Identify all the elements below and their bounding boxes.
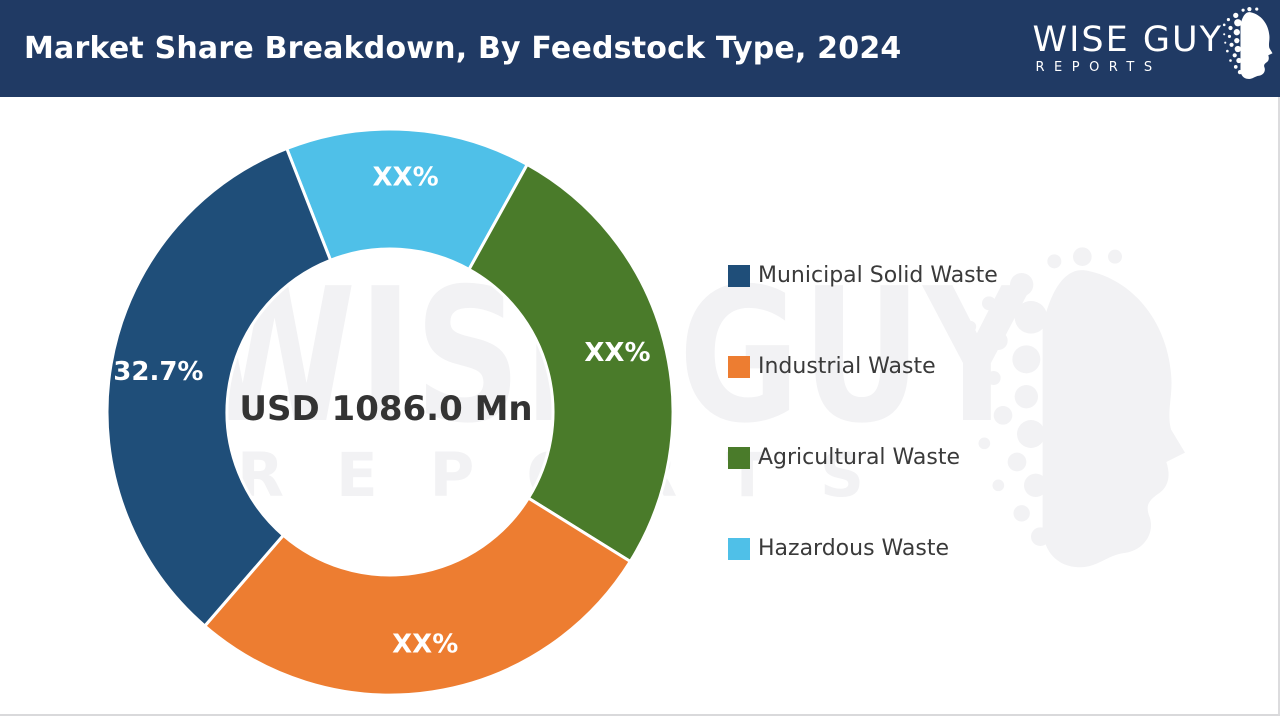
slice-label-municipal-solid-waste: 32.7% [113, 357, 203, 387]
logo-wordmark: WISE GUY [1032, 20, 1223, 60]
legend-label: Municipal Solid Waste [758, 263, 998, 288]
logo-subtitle: REPORTS [1035, 60, 1162, 75]
slice-label-agricultural-waste: XX% [584, 338, 650, 368]
wiseguy-face-icon [1222, 6, 1273, 79]
donut-slices [105, 127, 675, 697]
slice-label-hazardous-waste: XX% [372, 163, 438, 193]
legend-item-municipal-solid-waste: Municipal Solid Waste [728, 265, 998, 287]
page-title: Market Share Breakdown, By Feedstock Typ… [24, 31, 902, 66]
legend-item-agricultural-waste: Agricultural Waste [728, 447, 998, 469]
donut-chart: XX% XX% XX% 32.7% USD 1086.0 Mn [105, 127, 675, 697]
header-bar: Market Share Breakdown, By Feedstock Typ… [0, 0, 1280, 97]
donut-center-value: USD 1086.0 Mn [239, 389, 532, 429]
wiseguy-logo: WISE GUY REPORTS [1032, 6, 1273, 91]
legend-label: Hazardous Waste [758, 536, 949, 561]
chart-area: WISE GUY REPORTS XX%XX%XX%32.7% USD 1086… [0, 97, 1280, 716]
legend-item-hazardous-waste: Hazardous Waste [728, 538, 998, 560]
watermark-face-icon [964, 247, 1185, 568]
legend-label: Agricultural Waste [758, 445, 960, 470]
legend-swatch [728, 265, 750, 287]
logo-text: WISE GUY REPORTS [1032, 20, 1223, 75]
chart-legend: Municipal Solid Waste Industrial Waste Agr… [728, 265, 998, 560]
donut-slice-industrial-waste [202, 496, 633, 697]
legend-label: Industrial Waste [758, 354, 936, 379]
bottom-divider [0, 714, 1280, 716]
slice-label-industrial-waste: XX% [392, 629, 458, 659]
donut-slice-agricultural-waste [466, 162, 675, 564]
legend-swatch [728, 538, 750, 560]
donut-slice-municipal-solid-waste [105, 146, 333, 629]
donut-slice-labels: XX% XX% XX% 32.7% [113, 163, 650, 660]
legend-swatch [728, 356, 750, 378]
legend-swatch [728, 447, 750, 469]
legend-item-industrial-waste: Industrial Waste [728, 356, 998, 378]
